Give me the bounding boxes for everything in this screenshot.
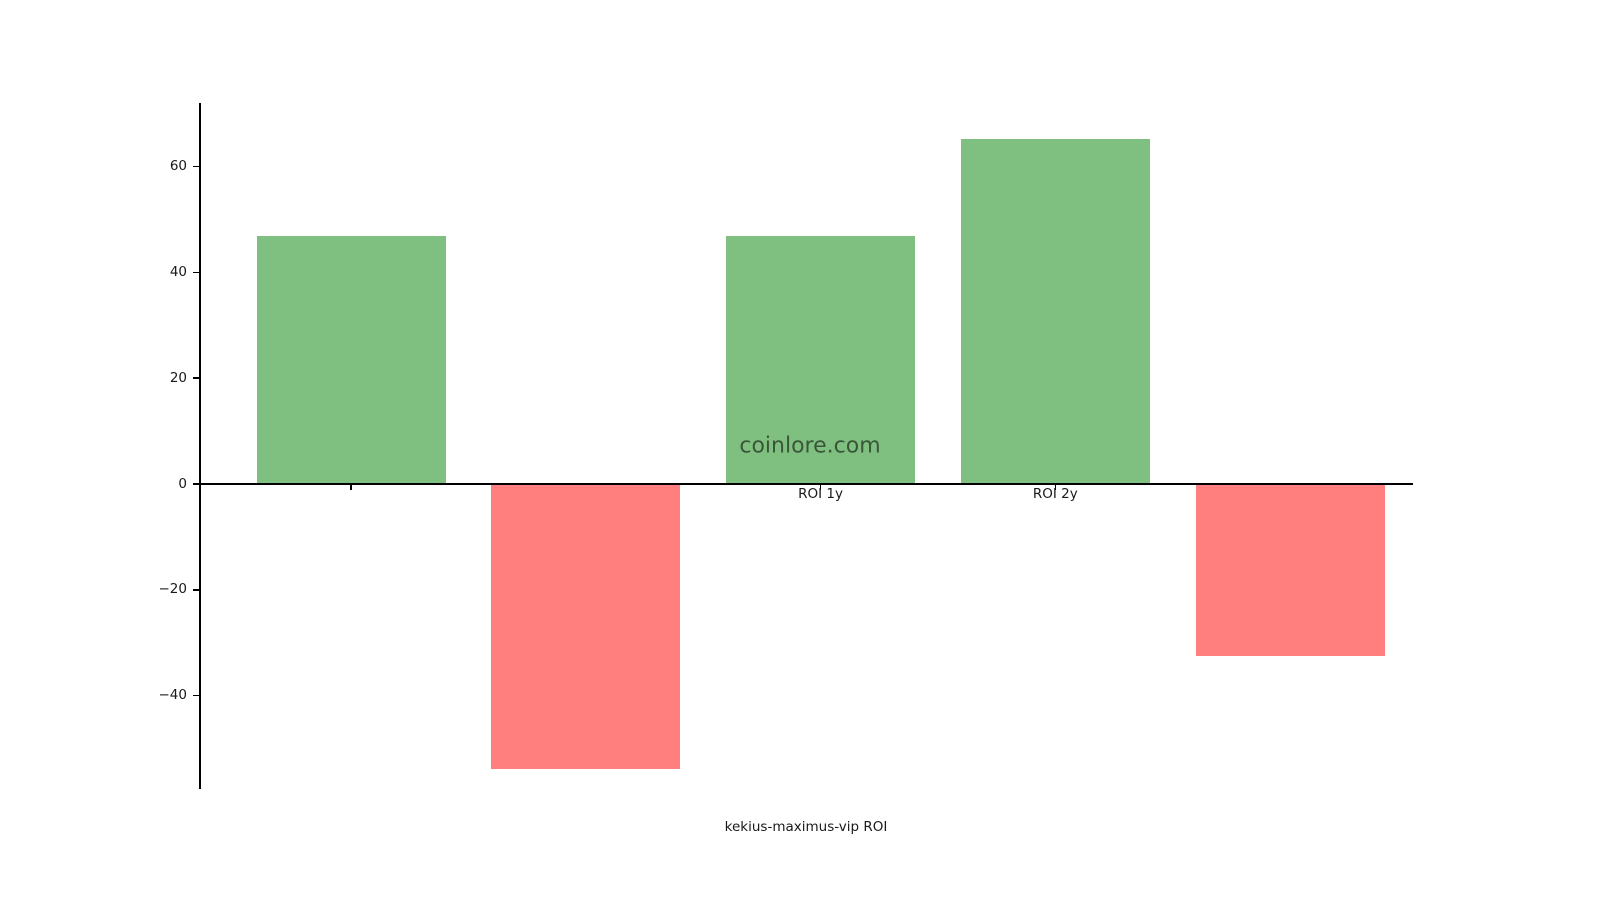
x-tick-label: ROI 1y (798, 486, 843, 502)
y-tick-label: −40 (158, 687, 188, 704)
bar-category-2 (491, 484, 681, 770)
y-tick-mark (193, 271, 200, 274)
chart-xlabel: kekius-maximus-vip ROI (724, 819, 888, 835)
x-tick-mark (1054, 484, 1056, 490)
x-tick-mark (819, 484, 822, 490)
bar-category-5 (1195, 484, 1385, 656)
y-tick-mark (193, 165, 200, 168)
y-tick-label: 40 (169, 263, 187, 280)
y-tick-mark (193, 483, 200, 485)
watermark-text: coinlore.com (739, 433, 881, 459)
x-tick-mark (350, 484, 352, 490)
y-tick-mark (193, 694, 200, 697)
y-axis-line (199, 103, 201, 789)
y-tick-label: 60 (169, 157, 187, 174)
x-axis-zero-line (200, 483, 1413, 485)
y-tick-label: 0 (178, 475, 187, 492)
bar-roi-2y (960, 138, 1150, 484)
y-tick-label: 20 (169, 369, 187, 386)
bar-category-1 (256, 236, 446, 484)
y-tick-mark (193, 589, 200, 591)
y-tick-mark (193, 377, 200, 379)
bar-roi-1y (726, 236, 915, 484)
x-tick-label: ROI 2y (1032, 486, 1078, 502)
y-tick-label: −20 (158, 581, 188, 598)
